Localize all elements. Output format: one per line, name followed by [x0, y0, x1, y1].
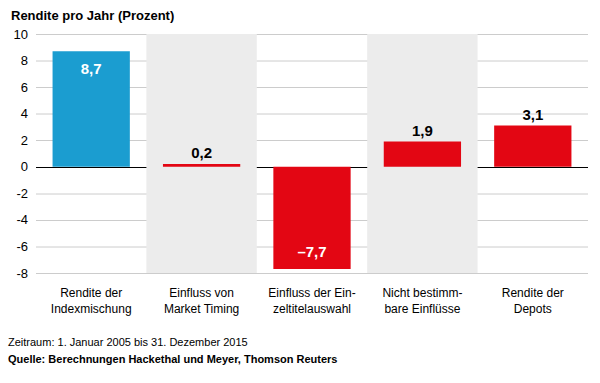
- svg-text:Zeitraum: 1. Januar 2005 bis 3: Zeitraum: 1. Januar 2005 bis 31. Dezembe…: [8, 336, 248, 348]
- svg-text:-2: -2: [16, 186, 28, 201]
- svg-text:Einfluss von: Einfluss von: [169, 286, 234, 300]
- svg-text:6: 6: [21, 80, 28, 95]
- svg-text:3,1: 3,1: [522, 106, 543, 123]
- svg-text:bare Einflüsse: bare Einflüsse: [384, 302, 460, 316]
- svg-text:Rendite der: Rendite der: [60, 286, 122, 300]
- svg-text:8: 8: [21, 53, 28, 68]
- svg-text:–7,7: –7,7: [297, 243, 326, 260]
- svg-text:Depots: Depots: [514, 302, 552, 316]
- svg-text:Indexmischung: Indexmischung: [51, 302, 132, 316]
- svg-text:8,7: 8,7: [81, 60, 102, 77]
- svg-text:Nicht bestimm-: Nicht bestimm-: [382, 286, 462, 300]
- svg-text:2: 2: [21, 133, 28, 148]
- svg-text:10: 10: [14, 27, 28, 42]
- svg-text:-4: -4: [16, 212, 28, 227]
- svg-text:Market Timing: Market Timing: [164, 302, 239, 316]
- svg-text:0,2: 0,2: [191, 144, 212, 161]
- svg-text:4: 4: [21, 106, 28, 121]
- svg-text:zeltitelauswahl: zeltitelauswahl: [273, 302, 351, 316]
- svg-text:0: 0: [21, 159, 28, 174]
- svg-text:Rendite der: Rendite der: [502, 286, 564, 300]
- svg-text:-8: -8: [16, 266, 28, 281]
- svg-text:Quelle: Berechnungen Hackethal: Quelle: Berechnungen Hackethal und Meyer…: [8, 353, 337, 365]
- svg-text:1,9: 1,9: [412, 122, 433, 139]
- svg-text:Einfluss der Ein-: Einfluss der Ein-: [268, 286, 355, 300]
- svg-text:-6: -6: [16, 239, 28, 254]
- svg-text:Rendite pro Jahr (Prozent): Rendite pro Jahr (Prozent): [11, 8, 174, 23]
